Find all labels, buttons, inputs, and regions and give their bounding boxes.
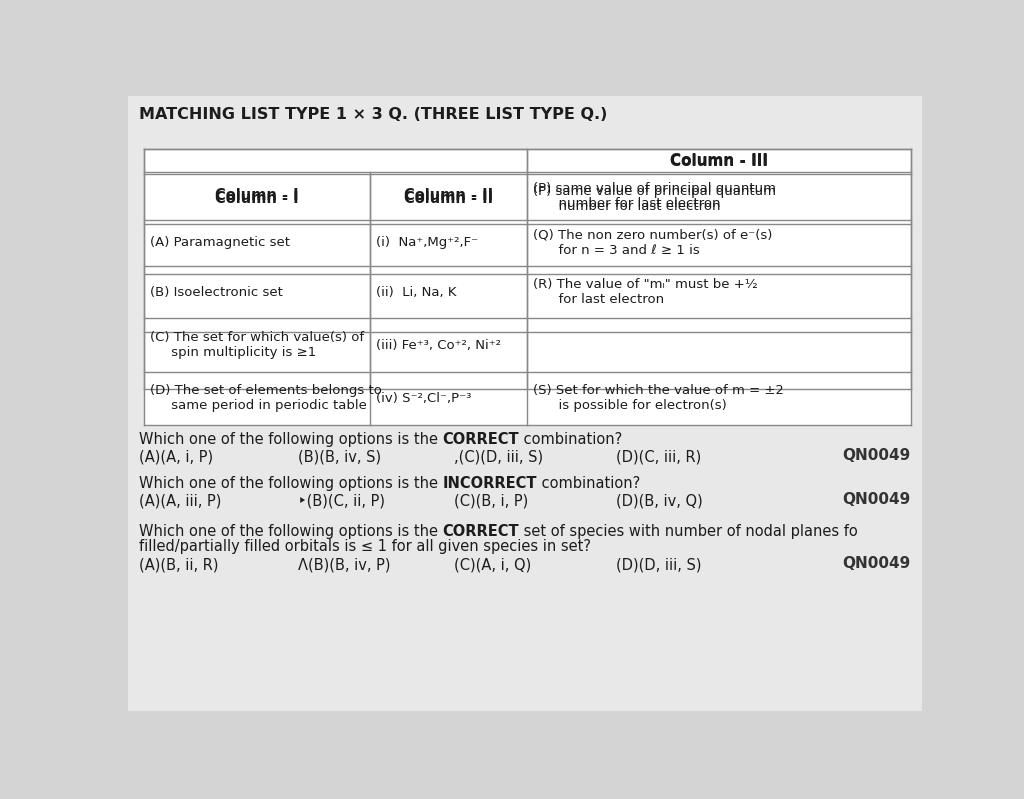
Text: (i)  Na⁺,Mg⁺²,F⁻: (i) Na⁺,Mg⁺²,F⁻ [376, 237, 478, 249]
Text: Which one of the following options is the: Which one of the following options is th… [139, 524, 442, 539]
Text: (A)(A, i, P): (A)(A, i, P) [139, 449, 213, 464]
Text: Column - III: Column - III [670, 153, 768, 168]
Text: (D)(C, iii, R): (D)(C, iii, R) [616, 449, 701, 464]
Text: ,(C)(D, iii, S): ,(C)(D, iii, S) [454, 449, 543, 464]
Text: (P) same value of principal quantum
      number for last electron: (P) same value of principal quantum numb… [534, 185, 776, 213]
Text: set of species with number of nodal planes fo: set of species with number of nodal plan… [519, 524, 858, 539]
Text: (A) Paramagnetic set: (A) Paramagnetic set [150, 237, 290, 249]
Text: (B)(B, iv, S): (B)(B, iv, S) [299, 449, 382, 464]
Text: Which one of the following options is the: Which one of the following options is th… [139, 432, 442, 447]
Text: (A)(A, iii, P): (A)(A, iii, P) [139, 493, 221, 508]
Text: (D) The set of elements belongs to
     same period in periodic table: (D) The set of elements belongs to same … [150, 384, 382, 412]
Text: INCORRECT: INCORRECT [442, 476, 537, 491]
Text: MATCHING LIST TYPE 1 × 3 Q. (THREE LIST TYPE Q.): MATCHING LIST TYPE 1 × 3 Q. (THREE LIST … [139, 107, 607, 122]
Text: (P) same value of principal quantum
      number for last electron: (P) same value of principal quantum numb… [534, 182, 776, 210]
Bar [143, 149, 910, 389]
Text: (A)(B, ii, R): (A)(B, ii, R) [139, 558, 218, 573]
Text: filled/partially filled orbitals is ≤ 1 for all given species in set?: filled/partially filled orbitals is ≤ 1 … [139, 539, 591, 555]
Text: combination?: combination? [519, 432, 623, 447]
Text: CORRECT: CORRECT [442, 524, 519, 539]
Text: (D)(D, iii, S): (D)(D, iii, S) [616, 558, 701, 573]
Text: (ii)  Li, Na, K: (ii) Li, Na, K [376, 286, 457, 299]
Text: QN0049: QN0049 [843, 447, 910, 463]
Text: (C) The set for which value(s) of
     spin multiplicity is ≥1: (C) The set for which value(s) of spin m… [150, 332, 364, 360]
Text: ‣(B)(C, ii, P): ‣(B)(C, ii, P) [299, 493, 385, 508]
Bar [143, 149, 910, 425]
Text: QN0049: QN0049 [843, 556, 910, 571]
Text: Column - I: Column - I [215, 189, 298, 204]
Text: Column - I: Column - I [215, 191, 298, 206]
Text: Column - II: Column - II [403, 191, 493, 206]
Text: (Q) The non zero number(s) of e⁻(s)
      for n = 3 and ℓ ≥ 1 is: (Q) The non zero number(s) of e⁻(s) for … [534, 229, 773, 257]
Text: (R) The value of "mₗ" must be +½
      for last electron: (R) The value of "mₗ" must be +½ for las… [534, 278, 758, 306]
Text: Which one of the following options is the: Which one of the following options is th… [139, 476, 442, 491]
Text: (D)(B, iv, Q): (D)(B, iv, Q) [616, 493, 703, 508]
Text: CORRECT: CORRECT [442, 432, 519, 447]
Text: Column - III: Column - III [670, 154, 768, 169]
Text: (B) Isoelectronic set: (B) Isoelectronic set [150, 286, 283, 299]
Text: (C)(B, i, P): (C)(B, i, P) [454, 493, 527, 508]
Text: Λ(B)(B, iv, P): Λ(B)(B, iv, P) [299, 558, 391, 573]
Text: (C)(A, i, Q): (C)(A, i, Q) [454, 558, 530, 573]
Text: Column - II: Column - II [403, 189, 493, 204]
Text: combination?: combination? [537, 476, 640, 491]
Text: (iv) S⁻²,Cl⁻,P⁻³: (iv) S⁻²,Cl⁻,P⁻³ [376, 392, 471, 405]
Text: (S) Set for which the value of m = ±2
      is possible for electron(s): (S) Set for which the value of m = ±2 is… [534, 384, 784, 412]
Text: QN0049: QN0049 [843, 491, 910, 507]
Text: (iii) Fe⁺³, Co⁺², Ni⁺²: (iii) Fe⁺³, Co⁺², Ni⁺² [376, 339, 501, 352]
